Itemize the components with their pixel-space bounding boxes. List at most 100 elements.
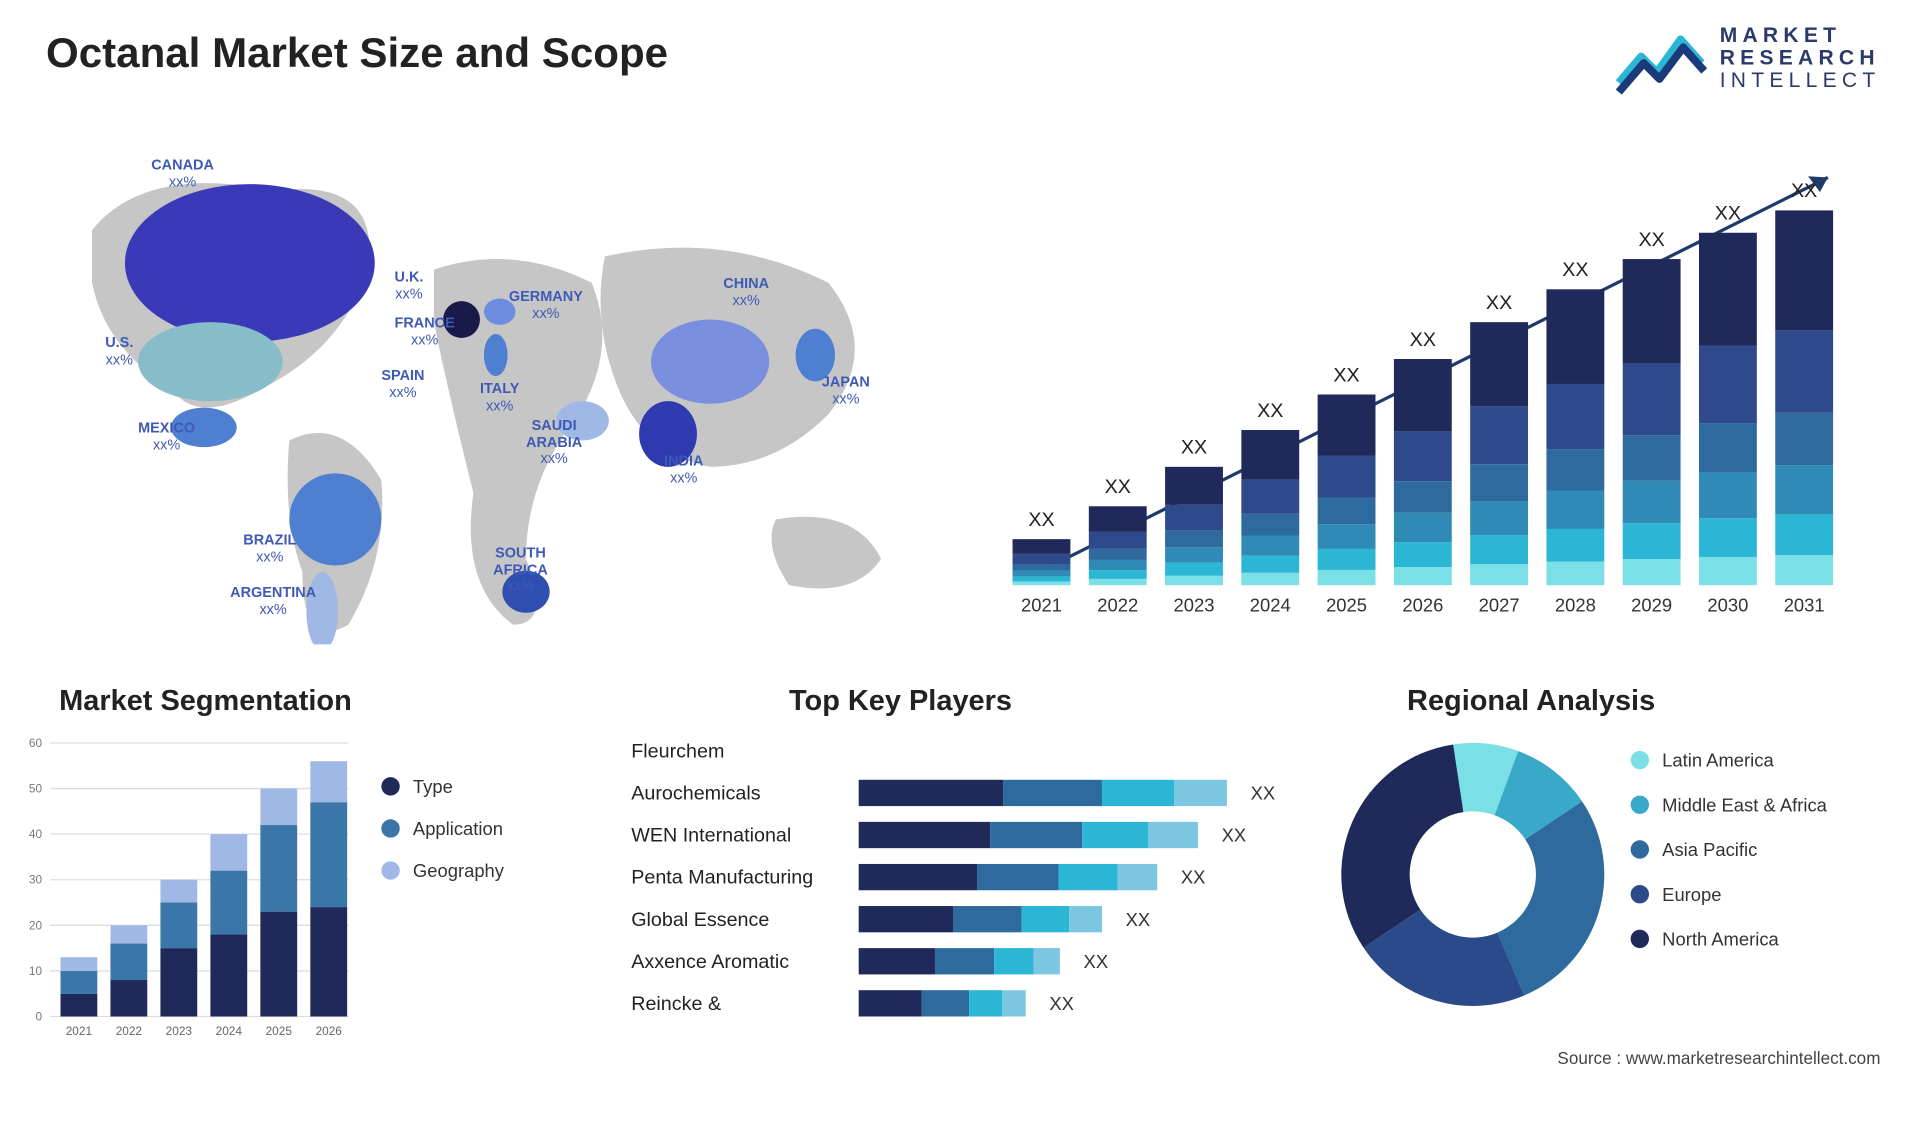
- player-name: Penta Manufacturing: [631, 866, 848, 888]
- player-bar: [859, 780, 1227, 806]
- svg-text:20: 20: [29, 918, 43, 932]
- page-title: Octanal Market Size and Scope: [46, 29, 668, 78]
- map-label-france: FRANCExx%: [395, 316, 455, 349]
- map-label-canada: CANADAxx%: [151, 158, 214, 191]
- legend-dot-icon: [1631, 751, 1649, 769]
- player-value: XX: [1181, 867, 1206, 888]
- legend-label: Middle East & Africa: [1662, 794, 1827, 815]
- player-row: WEN International XX: [631, 814, 1289, 856]
- player-name: Reincke &: [631, 992, 848, 1014]
- svg-text:40: 40: [29, 827, 43, 841]
- svg-text:XX: XX: [1638, 229, 1664, 251]
- svg-text:2026: 2026: [1402, 594, 1443, 615]
- legend-dot-icon: [1631, 840, 1649, 858]
- legend-label: Latin America: [1662, 750, 1774, 771]
- regional-legend: Latin America Middle East & Africa Asia Pa…: [1631, 750, 1827, 950]
- regional-legend-item: Asia Pacific: [1631, 839, 1827, 860]
- svg-text:XX: XX: [1333, 364, 1359, 386]
- regional-legend-item: North America: [1631, 928, 1827, 949]
- legend-dot-icon: [1631, 796, 1649, 814]
- player-value: XX: [1084, 951, 1109, 972]
- legend-label: Europe: [1662, 884, 1721, 905]
- player-bar: [859, 948, 1060, 974]
- svg-text:2024: 2024: [216, 1024, 243, 1038]
- svg-text:0: 0: [35, 1009, 42, 1023]
- regional-legend-item: Latin America: [1631, 750, 1827, 771]
- svg-text:XX: XX: [1486, 292, 1512, 314]
- svg-text:50: 50: [29, 782, 43, 796]
- map-label-india: INDIAxx%: [664, 454, 703, 487]
- svg-text:XX: XX: [1257, 400, 1283, 422]
- svg-text:2022: 2022: [1097, 594, 1138, 615]
- svg-text:30: 30: [29, 873, 43, 887]
- map-label-mexico: MEXICOxx%: [138, 421, 195, 454]
- brand-logo: MARKET RESEARCH INTELLECT: [1614, 24, 1880, 96]
- svg-text:2024: 2024: [1250, 594, 1291, 615]
- map-label-brazil: BRAZILxx%: [243, 533, 296, 566]
- legend-dot-icon: [381, 819, 399, 837]
- player-value: XX: [1049, 993, 1074, 1014]
- map-label-southafrica: SOUTHAFRICAxx%: [493, 546, 548, 596]
- legend-label: Type: [413, 776, 453, 797]
- world-map: CANADAxx% U.S.xx% MEXICOxx% BRAZILxx% ARGENT…: [39, 125, 946, 644]
- legend-label: North America: [1662, 928, 1779, 949]
- legend-dot-icon: [1631, 930, 1649, 948]
- svg-text:2028: 2028: [1555, 594, 1596, 615]
- player-row: Fleurchem: [631, 730, 1289, 772]
- svg-text:60: 60: [29, 736, 43, 750]
- svg-text:2022: 2022: [116, 1024, 142, 1038]
- player-row: Axxence Aromatic XX: [631, 940, 1289, 982]
- regional-donut: [1335, 736, 1611, 1012]
- regional-legend-item: Middle East & Africa: [1631, 794, 1827, 815]
- legend-label: Application: [413, 818, 503, 839]
- svg-text:XX: XX: [1181, 437, 1207, 459]
- player-name: Global Essence: [631, 908, 848, 930]
- svg-text:2021: 2021: [1021, 594, 1062, 615]
- svg-text:2023: 2023: [1174, 594, 1215, 615]
- player-bar: [859, 906, 1102, 932]
- svg-text:XX: XX: [1105, 476, 1131, 498]
- svg-text:XX: XX: [1791, 180, 1817, 202]
- logo-line-3: INTELLECT: [1720, 71, 1881, 93]
- svg-text:XX: XX: [1410, 329, 1436, 351]
- svg-text:2027: 2027: [1479, 594, 1520, 615]
- legend-label: Asia Pacific: [1662, 839, 1757, 860]
- players-chart: FleurchemAurochemicalsXXWEN Internationa…: [631, 730, 1289, 1025]
- svg-text:XX: XX: [1715, 203, 1741, 225]
- player-bar: [859, 864, 1158, 890]
- map-label-argentina: ARGENTINAxx%: [230, 585, 316, 618]
- legend-dot-icon: [1631, 885, 1649, 903]
- regional-title: Regional Analysis: [1407, 684, 1655, 718]
- player-name: Aurochemicals: [631, 782, 848, 804]
- map-label-uk: U.K.xx%: [395, 270, 424, 303]
- regional-legend-item: Europe: [1631, 884, 1827, 905]
- players-title: Top Key Players: [789, 684, 1012, 718]
- logo-icon: [1614, 24, 1706, 96]
- player-row: Reincke & XX: [631, 982, 1289, 1024]
- svg-text:XX: XX: [1028, 509, 1054, 531]
- player-value: XX: [1222, 825, 1247, 846]
- map-label-japan: JAPANxx%: [822, 375, 870, 408]
- player-name: Fleurchem: [631, 740, 848, 762]
- map-label-germany: GERMANYxx%: [509, 289, 583, 322]
- main-forecast-chart: XX2021XX2022XX2023XX2024XX2025XX2026XX20…: [999, 145, 1867, 632]
- logo-line-1: MARKET: [1720, 27, 1881, 49]
- svg-text:10: 10: [29, 964, 43, 978]
- svg-text:2021: 2021: [66, 1024, 92, 1038]
- map-label-saudiarabia: SAUDIARABIAxx%: [526, 418, 582, 468]
- svg-text:2026: 2026: [316, 1024, 343, 1038]
- player-name: Axxence Aromatic: [631, 950, 848, 972]
- player-row: Global EssenceXX: [631, 898, 1289, 940]
- player-row: Penta Manufacturing XX: [631, 856, 1289, 898]
- legend-dot-icon: [381, 861, 399, 879]
- map-label-us: U.S.xx%: [105, 335, 133, 368]
- svg-text:2025: 2025: [266, 1024, 293, 1038]
- segmentation-chart: 0102030405060202120222023202420252026: [13, 730, 355, 1046]
- player-value: XX: [1251, 782, 1276, 803]
- svg-text:XX: XX: [1562, 259, 1588, 281]
- svg-text:2031: 2031: [1784, 594, 1825, 615]
- player-bar: [859, 990, 1026, 1016]
- legend-dot-icon: [381, 777, 399, 795]
- player-name: WEN International: [631, 824, 848, 846]
- source-footer: Source : www.marketresearchintellect.com: [1557, 1048, 1880, 1068]
